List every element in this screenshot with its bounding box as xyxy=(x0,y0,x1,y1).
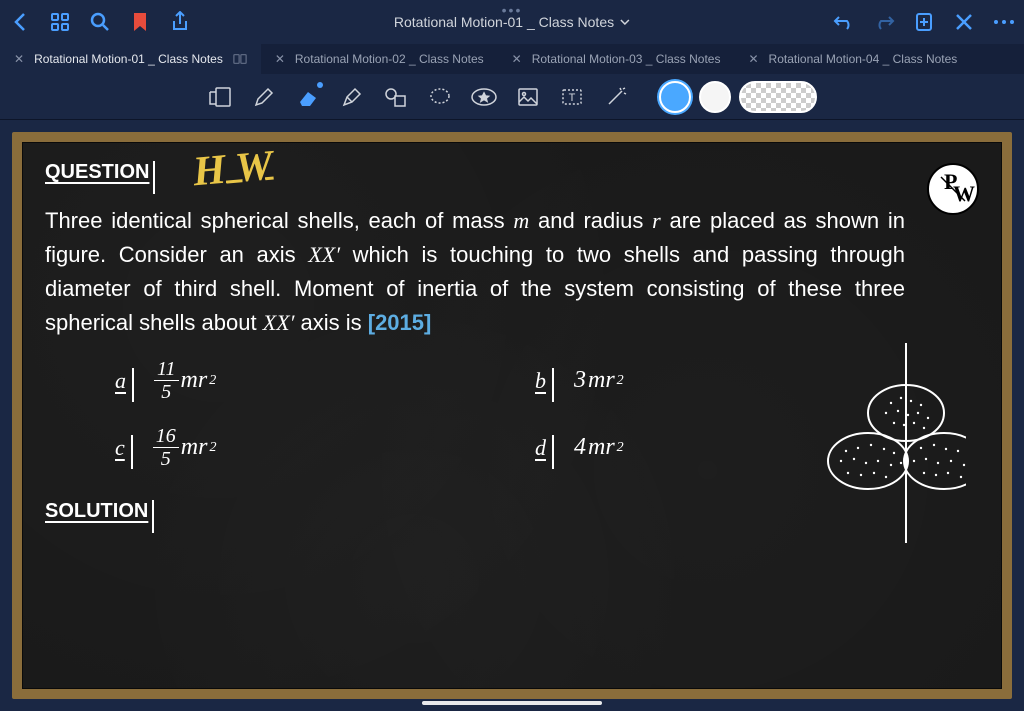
blackboard-frame: PW QUESTION H W Three identical spherica… xyxy=(12,132,1012,699)
shapes-tool-icon[interactable] xyxy=(383,84,409,110)
chevron-down-icon xyxy=(620,19,630,25)
color-swatch-transparent[interactable] xyxy=(739,81,817,113)
favorite-tool-icon[interactable] xyxy=(471,84,497,110)
option-d: d 4mr2 xyxy=(535,425,785,470)
color-swatches xyxy=(659,81,817,113)
blackboard: PW QUESTION H W Three identical spherica… xyxy=(22,142,1002,689)
tab-close-icon[interactable]: ✕ xyxy=(748,52,758,66)
highlighter-tool-icon[interactable] xyxy=(339,84,365,110)
document-title[interactable]: Rotational Motion-01 _ Class Notes xyxy=(394,14,630,30)
tab-label: Rotational Motion-03 _ Class Notes xyxy=(532,52,721,66)
top-bar: ••• Rotational Motion-01 _ Class Notes xyxy=(0,0,1024,44)
home-indicator[interactable] xyxy=(422,701,602,705)
tab-4[interactable]: ✕ Rotational Motion-04 _ Class Notes xyxy=(734,44,971,74)
lasso-tool-icon[interactable] xyxy=(427,84,453,110)
color-swatch-blue[interactable] xyxy=(659,81,691,113)
text-tool-icon[interactable]: T xyxy=(559,84,585,110)
tab-bar: ✕ Rotational Motion-01 _ Class Notes ✕ R… xyxy=(0,44,1024,74)
pen-tool-icon[interactable] xyxy=(251,84,277,110)
title-text: Rotational Motion-01 _ Class Notes xyxy=(394,14,614,30)
tab-split-icon[interactable] xyxy=(233,52,247,66)
tab-close-icon[interactable]: ✕ xyxy=(275,52,285,66)
image-tool-icon[interactable] xyxy=(515,84,541,110)
option-b: b 3mr2 xyxy=(535,358,785,403)
question-label: QUESTION xyxy=(45,161,155,184)
bookmark-icon[interactable] xyxy=(128,10,152,34)
toolbar: T xyxy=(0,74,1024,120)
tab-2[interactable]: ✕ Rotational Motion-02 _ Class Notes xyxy=(261,44,498,74)
more-icon[interactable] xyxy=(992,10,1016,34)
share-icon[interactable] xyxy=(168,10,192,34)
color-swatch-white[interactable] xyxy=(699,81,731,113)
tab-1[interactable]: ✕ Rotational Motion-01 _ Class Notes xyxy=(0,44,261,74)
content-area: PW QUESTION H W Three identical spherica… xyxy=(0,120,1024,711)
option-a: a 115 mr2 xyxy=(115,358,475,403)
hw-annotation: H W xyxy=(192,150,274,190)
tab-close-icon[interactable]: ✕ xyxy=(14,52,24,66)
tab-3[interactable]: ✕ Rotational Motion-03 _ Class Notes xyxy=(498,44,735,74)
search-icon[interactable] xyxy=(88,10,112,34)
svg-text:T: T xyxy=(569,92,576,104)
shells-diagram xyxy=(786,343,966,543)
undo-icon[interactable] xyxy=(832,10,856,34)
tab-label: Rotational Motion-04 _ Class Notes xyxy=(769,52,958,66)
top-right-group xyxy=(832,10,1016,34)
grid-icon[interactable] xyxy=(48,10,72,34)
page-tool-icon[interactable] xyxy=(207,84,233,110)
back-icon[interactable] xyxy=(8,10,32,34)
redo-icon[interactable] xyxy=(872,10,896,34)
svg-text:W: W xyxy=(953,181,975,206)
close-icon[interactable] xyxy=(952,10,976,34)
add-page-icon[interactable] xyxy=(912,10,936,34)
pw-logo: PW xyxy=(927,163,979,215)
question-text: Three identical spherical shells, each o… xyxy=(45,204,905,340)
tab-close-icon[interactable]: ✕ xyxy=(512,52,522,66)
tab-label: Rotational Motion-02 _ Class Notes xyxy=(295,52,484,66)
eraser-tool-icon[interactable] xyxy=(295,84,321,110)
top-left-group xyxy=(8,10,192,34)
laser-tool-icon[interactable] xyxy=(603,84,629,110)
tab-label: Rotational Motion-01 _ Class Notes xyxy=(34,52,223,66)
option-c: c 165 mr2 xyxy=(115,425,475,470)
